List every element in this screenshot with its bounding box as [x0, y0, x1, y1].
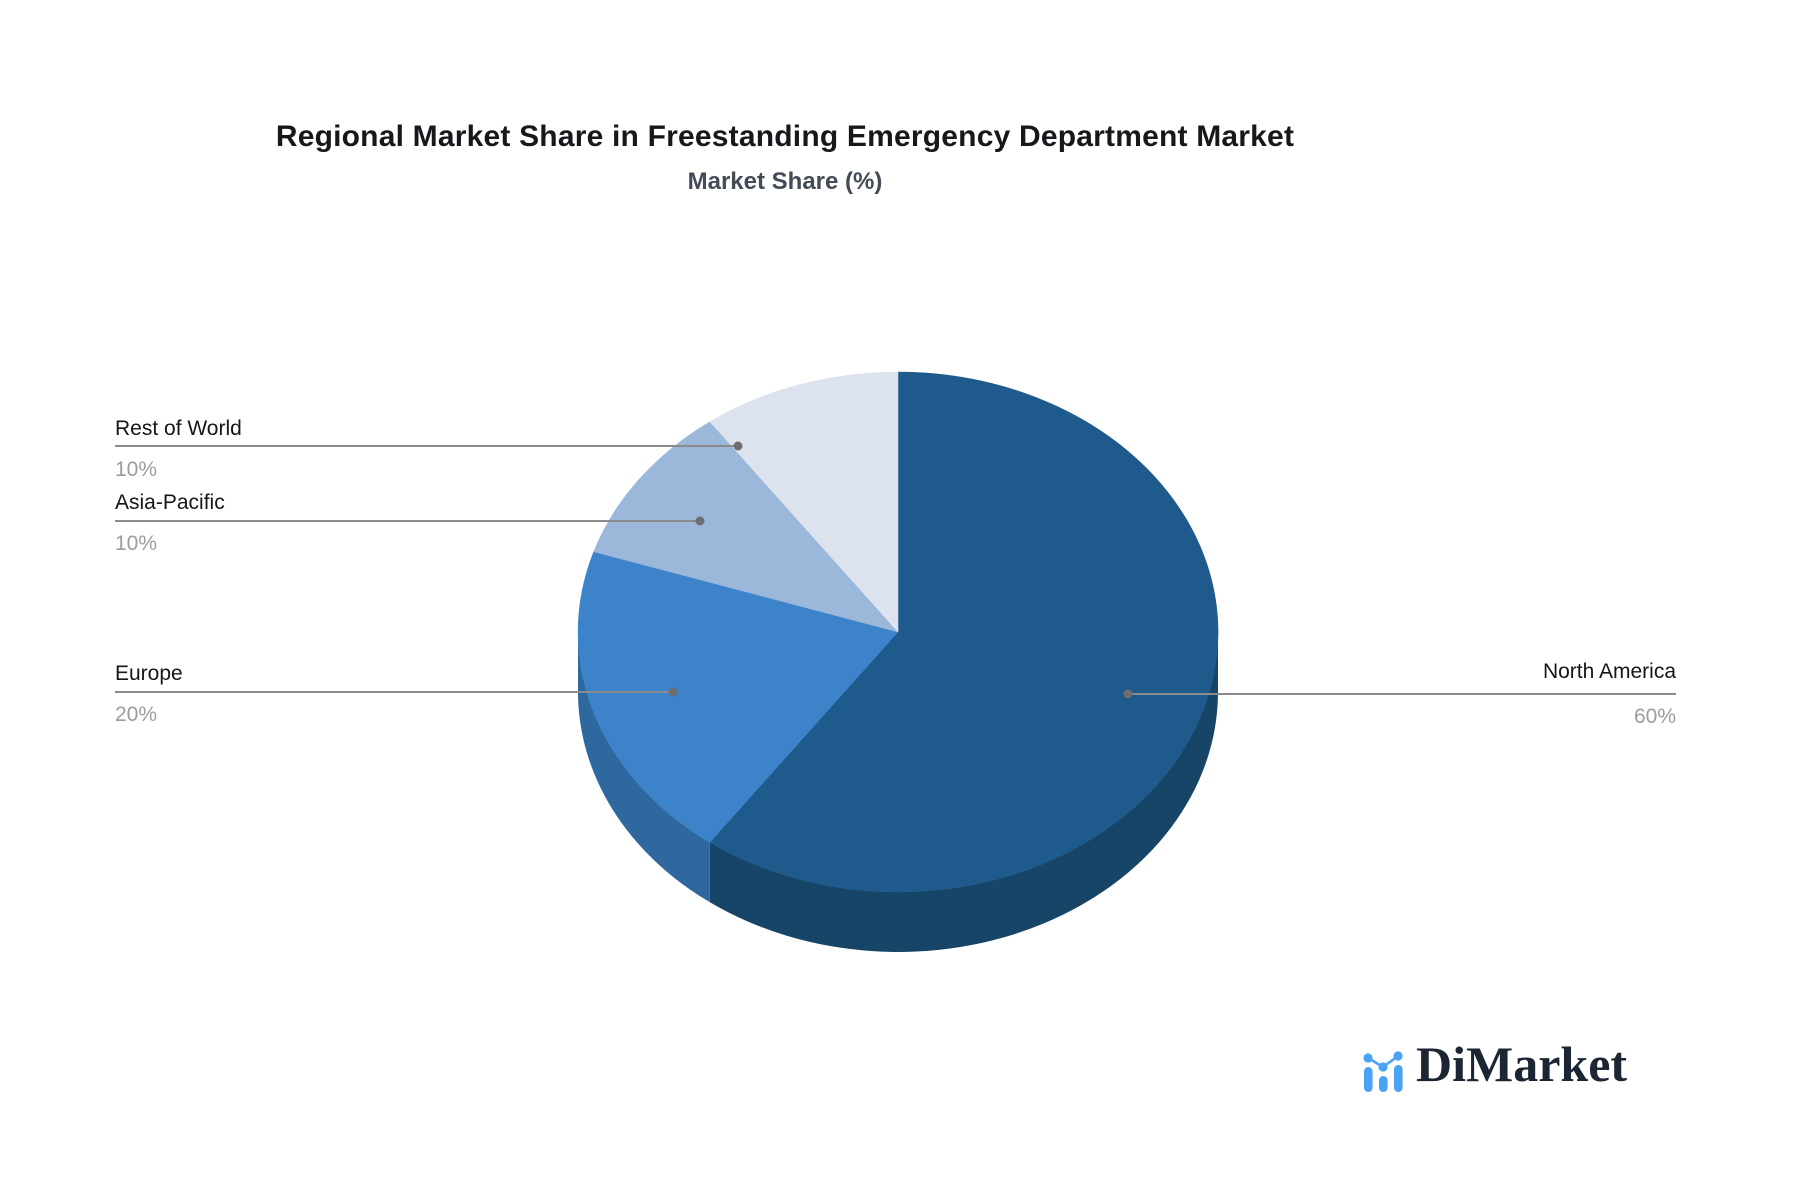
callout-label-europe: Europe [115, 662, 183, 685]
pie-slice-side-europe [578, 632, 710, 903]
bar-chart-logo-icon [1363, 1051, 1403, 1092]
callout-dot-europe [668, 687, 678, 697]
chart-title: Regional Market Share in Freestanding Em… [275, 120, 1295, 153]
callout-dot-asia-pacific [695, 516, 705, 526]
brand-watermark: DiMarket [1360, 1036, 1627, 1096]
chart-subtitle: Market Share (%) [687, 168, 883, 195]
callout-dot-rest-of-world [733, 441, 743, 451]
callout-percent-asia-pacific: 10% [115, 532, 158, 555]
pie-slice-side-north-america [709, 632, 1218, 952]
pie-slice-north-america[interactable] [709, 371, 1219, 893]
callout-label-north-america: North America [1542, 660, 1676, 683]
callout-percent-europe: 20% [115, 703, 158, 726]
callout-label-rest-of-world: Rest of World [115, 417, 242, 440]
callout-dot-north-america [1123, 689, 1133, 699]
pie-slice-asia-pacific[interactable] [593, 421, 899, 633]
callout-label-asia-pacific: Asia-Pacific [115, 491, 225, 514]
pie-slice-rest-of-world[interactable] [709, 371, 899, 633]
brand-name: DiMarket [1416, 1036, 1628, 1092]
pie-slice-europe[interactable] [577, 551, 899, 843]
callout-percent-north-america: 60% [1633, 705, 1676, 728]
callout-percent-rest-of-world: 10% [115, 458, 158, 481]
